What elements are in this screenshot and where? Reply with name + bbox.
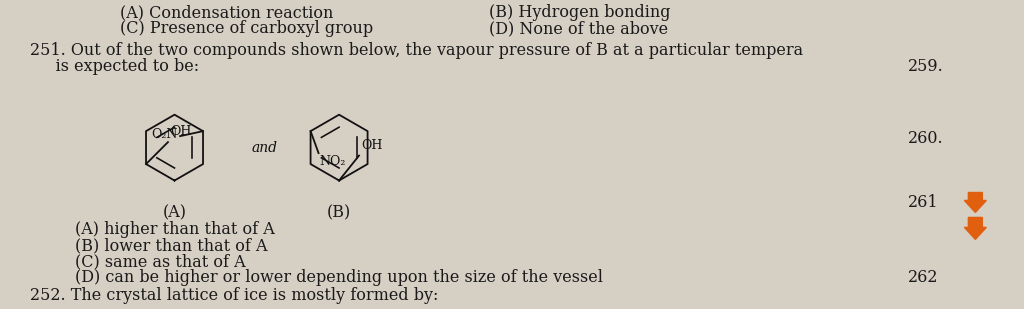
Text: (A): (A) [163,205,186,222]
Text: 259.: 259. [907,58,943,75]
Text: 260.: 260. [907,130,943,147]
Text: (D) None of the above: (D) None of the above [488,20,668,37]
Text: 262: 262 [907,269,938,286]
FancyArrow shape [965,193,986,212]
Text: NO₂: NO₂ [319,155,346,168]
Text: OH: OH [361,139,382,152]
Text: (B) lower than that of A: (B) lower than that of A [75,237,267,254]
Text: (B) Hydrogen bonding: (B) Hydrogen bonding [488,4,670,21]
Text: O₂N: O₂N [152,128,178,141]
Text: OH: OH [170,125,191,138]
Text: (A) higher than that of A: (A) higher than that of A [75,222,274,239]
Text: 251. Out of the two compounds shown below, the vapour pressure of B at a particu: 251. Out of the two compounds shown belo… [30,42,803,59]
Text: (C) same as that of A: (C) same as that of A [75,253,246,270]
FancyArrow shape [965,218,986,239]
Text: is expected to be:: is expected to be: [30,58,199,75]
Text: (C) Presence of carboxyl group: (C) Presence of carboxyl group [120,20,373,37]
Text: (A) Condensation reaction: (A) Condensation reaction [120,4,333,21]
Text: and: and [251,141,278,154]
Text: (D) can be higher or lower depending upon the size of the vessel: (D) can be higher or lower depending upo… [75,269,603,286]
Text: 252. The crystal lattice of ice is mostly formed by:: 252. The crystal lattice of ice is mostl… [30,287,438,304]
Text: 261: 261 [907,194,938,211]
Text: (B): (B) [327,205,351,222]
